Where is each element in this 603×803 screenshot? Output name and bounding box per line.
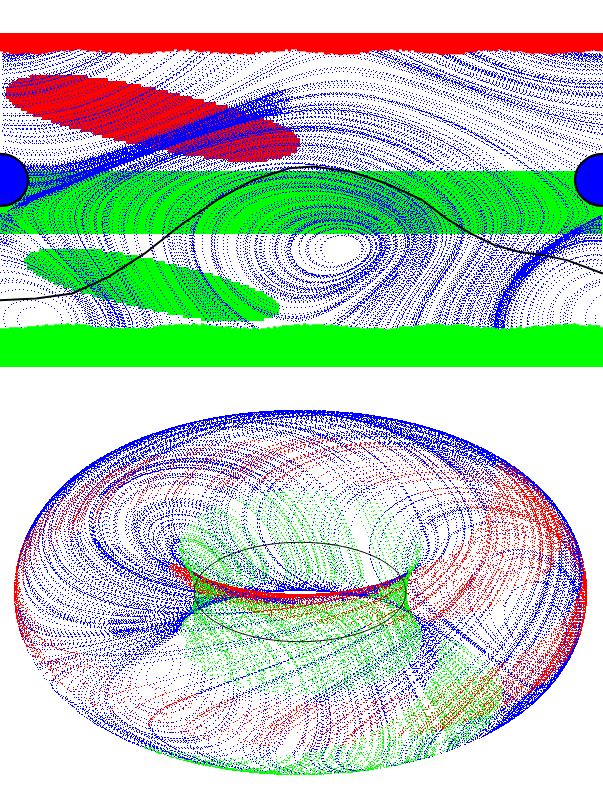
panel-torus-3d xyxy=(0,390,603,803)
panel-unrolled-domain xyxy=(0,0,603,390)
flat-domain-canvas xyxy=(0,0,603,390)
torus-canvas xyxy=(0,390,603,803)
